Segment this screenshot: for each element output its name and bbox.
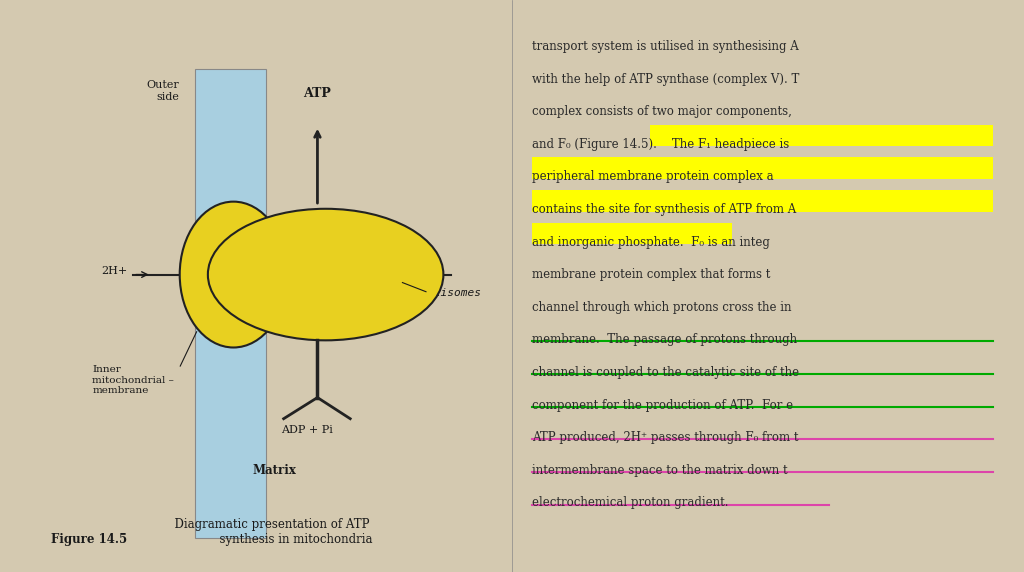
Text: Matrix: Matrix [253,464,296,476]
Text: with the help of ATP synthase (complex V). T: with the help of ATP synthase (complex V… [532,73,800,86]
Text: channel through which protons cross the in: channel through which protons cross the … [532,301,792,314]
FancyBboxPatch shape [532,190,993,212]
Text: transport system is utilised in synthesising A: transport system is utilised in synthesi… [532,40,799,53]
Circle shape [208,209,443,340]
FancyBboxPatch shape [532,223,732,244]
Text: membrane protein complex that forms t: membrane protein complex that forms t [532,268,771,281]
Text: channel is coupled to the catalytic site of the: channel is coupled to the catalytic site… [532,366,800,379]
Text: intermembrane space to the matrix down t: intermembrane space to the matrix down t [532,464,788,477]
Text: 2H+: 2H+ [101,265,128,276]
Text: contains the site for synthesis of ATP from A: contains the site for synthesis of ATP f… [532,203,797,216]
Text: electrochemical proton gradient.: electrochemical proton gradient. [532,496,729,510]
Text: $F_1$: $F_1$ [314,271,327,284]
Text: complex consists of two major components,: complex consists of two major components… [532,105,793,118]
Text: membrane.  The passage of protons through: membrane. The passage of protons through [532,333,798,347]
Text: $F_0$: $F_0$ [217,271,229,284]
Text: ATP: ATP [303,87,332,100]
Ellipse shape [180,202,287,348]
FancyBboxPatch shape [532,157,993,179]
Text: Inner
mitochondrial –
membrane: Inner mitochondrial – membrane [92,366,174,395]
Text: component for the production of ATP.  For e: component for the production of ATP. For… [532,399,794,412]
Polygon shape [251,237,307,312]
Text: Oxisomes: Oxisomes [428,288,482,298]
Text: ATP produced, 2H⁺ passes through F₀ from t: ATP produced, 2H⁺ passes through F₀ from… [532,431,799,444]
Text: Figure 14.5: Figure 14.5 [51,533,127,546]
Text: Outer
side: Outer side [146,80,179,102]
Text: peripheral membrane protein complex a: peripheral membrane protein complex a [532,170,774,184]
FancyBboxPatch shape [650,125,993,146]
FancyBboxPatch shape [195,69,266,538]
Text: and F₀ (Figure 14.5).    The F₁ headpiece is: and F₀ (Figure 14.5). The F₁ headpiece i… [532,138,790,151]
Text: ADP + Pi: ADP + Pi [282,425,333,435]
Text: and inorganic phosphate.  F₀ is an integ: and inorganic phosphate. F₀ is an integ [532,236,770,249]
Text: Diagramatic presentation of ATP
              synthesis in mitochondria: Diagramatic presentation of ATP synthesi… [167,518,373,546]
